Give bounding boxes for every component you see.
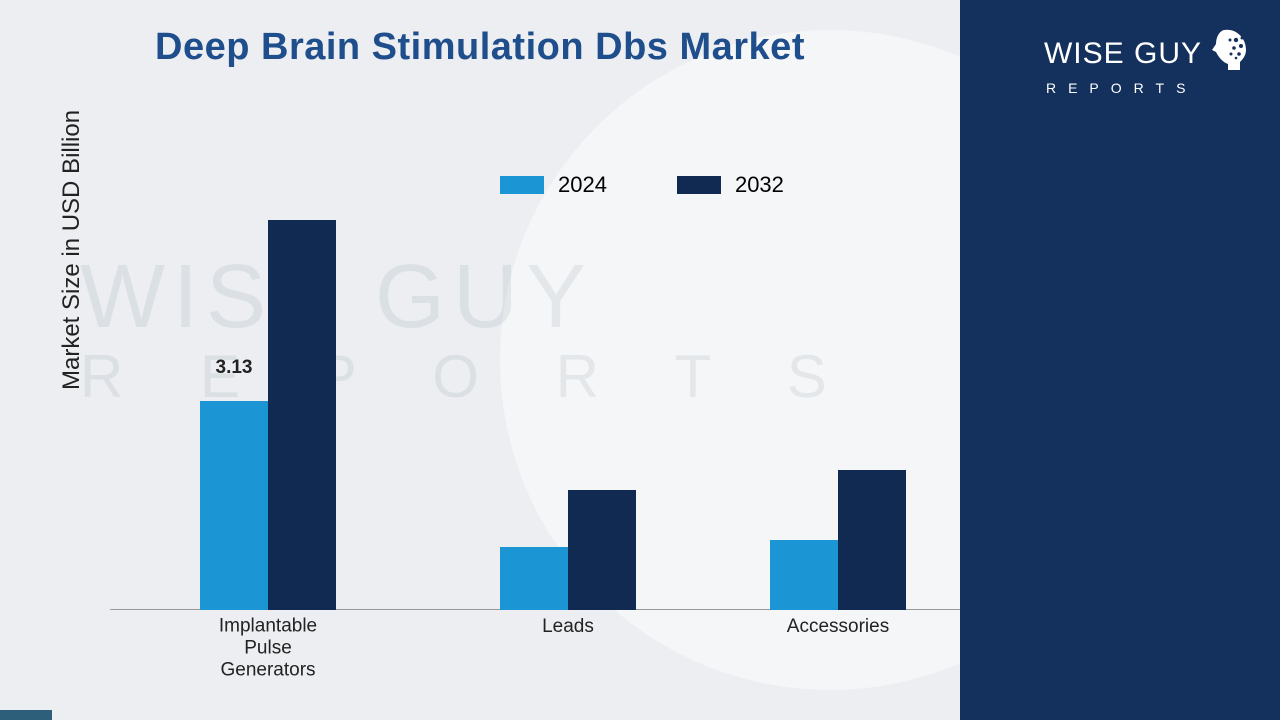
bar-group xyxy=(200,220,336,610)
bar xyxy=(268,220,336,610)
legend-label-2024: 2024 xyxy=(558,172,607,198)
category-label: Leads xyxy=(542,616,594,638)
logo-text-line2: REPORTS xyxy=(1044,80,1254,96)
chart-stage: Deep Brain Stimulation Dbs Market WISE G… xyxy=(0,0,1280,720)
y-axis-label: Market Size in USD Billion xyxy=(58,110,86,390)
value-label: 3.13 xyxy=(216,357,253,379)
legend-item-2032: 2032 xyxy=(677,172,784,198)
bottom-stripe xyxy=(0,710,52,720)
brain-head-icon xyxy=(1206,26,1254,82)
bar xyxy=(500,547,568,610)
bar xyxy=(568,490,636,610)
legend-item-2024: 2024 xyxy=(500,172,607,198)
legend: 2024 2032 xyxy=(500,172,784,198)
legend-label-2032: 2032 xyxy=(735,172,784,198)
bar xyxy=(770,540,838,610)
bar xyxy=(838,470,906,610)
category-label: Accessories xyxy=(787,616,889,638)
legend-swatch-2032 xyxy=(677,176,721,194)
category-label: Implantable Pulse Generators xyxy=(219,616,317,682)
bar xyxy=(200,401,268,610)
legend-swatch-2024 xyxy=(500,176,544,194)
chart-title: Deep Brain Stimulation Dbs Market xyxy=(0,26,960,69)
bar-group xyxy=(500,490,636,610)
right-panel xyxy=(960,0,1280,720)
brand-logo: WISE GUY REPORTS xyxy=(1044,26,1254,96)
bar-group xyxy=(770,470,906,610)
logo-text-line1: WISE GUY xyxy=(1044,37,1202,71)
plot-area: Implantable Pulse GeneratorsLeadsAccesso… xyxy=(110,210,960,610)
